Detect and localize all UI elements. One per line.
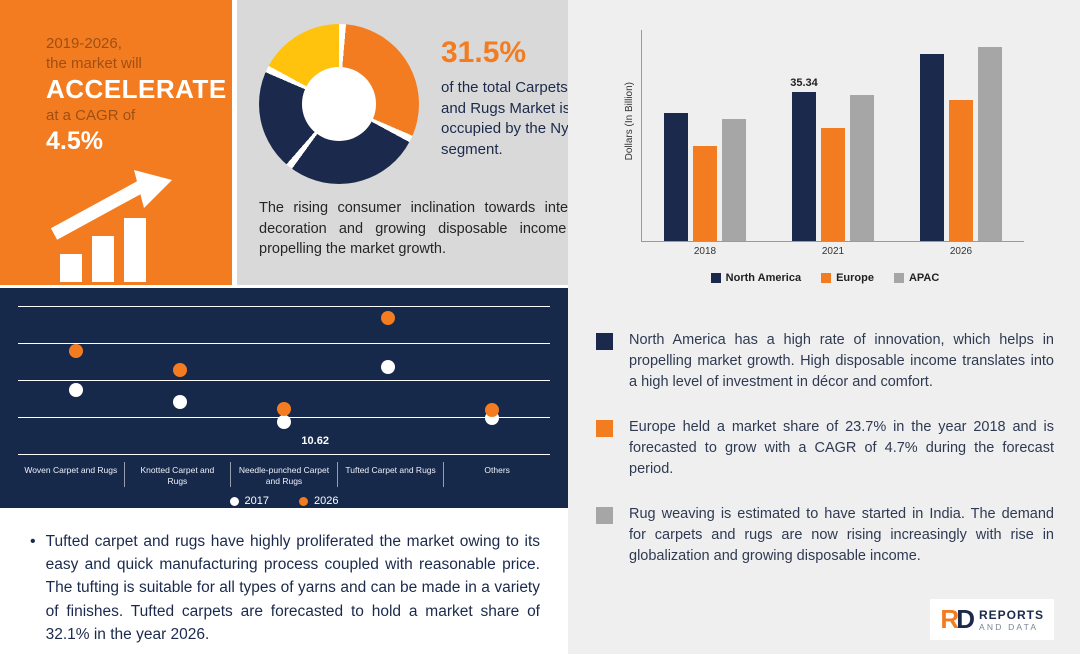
bar-europe-2018: [693, 145, 717, 241]
left-column: 2019-2026, the market will ACCELERATE at…: [0, 0, 611, 654]
insight-apac-text: Rug weaving is estimated to have started…: [629, 506, 1054, 565]
gridline: [18, 380, 550, 381]
cagr-highlight-card: 2019-2026, the market will ACCELERATE at…: [0, 0, 232, 285]
legend-square-icon: [710, 273, 721, 283]
regional-bar-chart: Dollars (In Billion) 2018 35.34 2021 2026: [624, 30, 1054, 257]
bar-plot-area: 2018 35.34 2021 2026: [641, 30, 1024, 257]
dot-plot-category-label: Woven Carpet and Rugs: [24, 465, 118, 475]
bar-group-2021: 35.34 2021: [790, 30, 874, 257]
dot-plot-category-label: Others: [443, 462, 550, 488]
bar-value-label: 35.34: [790, 76, 818, 89]
nylon-share-card: 31.5% of the total Carpets and Rugs Mark…: [237, 0, 611, 285]
tufted-insight-text: Tufted carpet and rugs have highly proli…: [45, 532, 540, 643]
rd-logo-mark: RD: [940, 604, 975, 634]
donut-hole: [302, 67, 376, 141]
bar-chart-legend: North America Europe APAC: [596, 272, 1054, 284]
donut-row: 31.5% of the total Carpets and Rugs Mark…: [259, 18, 589, 184]
bar-north-america-2026: [920, 53, 944, 241]
dot-2017-2: [277, 415, 291, 430]
dot-plot-category-label: Needle-punched Carpet and Rugs: [230, 462, 337, 488]
dot-plot-area: 10.62: [18, 306, 550, 455]
insight-europe-text: Europe held a market share of 23.7% in t…: [629, 419, 1054, 478]
bar-apac-2018: [722, 119, 746, 241]
nylon-share-donut-chart: [259, 24, 419, 184]
dot-2026-3: [381, 311, 395, 326]
top-row: 2019-2026, the market will ACCELERATE at…: [0, 0, 611, 285]
nylon-share-caption: of the total Carpets and Rugs Market is …: [441, 79, 589, 159]
growth-arrow-bars-icon: [46, 170, 206, 287]
gridline: [18, 306, 550, 307]
orange-square-icon: [596, 420, 613, 438]
bar-legend-item-europe: Europe: [821, 272, 874, 284]
dot-legend-item-2017: 2017: [229, 495, 269, 507]
gridline: [18, 454, 550, 455]
right-column: Dollars (In Billion) 2018 35.34 2021 2026 N…: [568, 0, 1080, 654]
dot-2026-2: [277, 402, 291, 417]
nylon-stat-block: 31.5% of the total Carpets and Rugs Mark…: [441, 18, 589, 161]
dot-plot-legend: 2017 2026: [0, 495, 568, 507]
logo-text-and-data: AND DATA: [978, 621, 1039, 632]
logo-text-reports: REPORTS: [978, 607, 1044, 622]
cagr-intro-line1: 2019-2026,: [46, 35, 122, 52]
bar-x-axis-label: 2018: [693, 246, 717, 257]
nylon-share-value: 31.5%: [441, 36, 527, 69]
bar-north-america-2021: 35.34: [790, 77, 818, 241]
dot-2017-0: [69, 382, 83, 397]
dot-2026-0: [69, 343, 83, 358]
bar-europe-2021: [821, 128, 845, 241]
dot-plot-category-axis: Woven Carpet and Rugs Knotted Carpet and …: [18, 462, 550, 488]
accelerate-headline: ACCELERATE: [46, 74, 227, 104]
bar-europe-2026: [949, 99, 973, 241]
cagr-intro-line2: the market will: [46, 54, 142, 72]
bar-group-2026: 2026: [920, 30, 1002, 257]
bullet-marker: •: [30, 532, 36, 550]
legend-square-icon: [893, 273, 904, 283]
dot-2026-4: [485, 402, 499, 417]
insight-north-america-text: North America has a high rate of innovat…: [629, 332, 1054, 391]
logo-row: RD REPORTS AND DATA: [596, 599, 1054, 640]
dot-plot-value-label: 10.62: [301, 434, 329, 447]
bar-chart-y-axis-label: Dollars (In Billion): [624, 81, 635, 161]
cagr-rate-value: 4.5%: [46, 127, 103, 155]
bar-apac-2021: [850, 95, 874, 241]
bar-legend-item-apac: APAC: [893, 272, 939, 284]
tufted-insight-block: • Tufted carpet and rugs have highly pro…: [0, 508, 568, 654]
regional-insights-list: North America has a high rate of innovat…: [596, 306, 1054, 567]
bar-x-axis-label: 2021: [821, 246, 845, 257]
bar-group-2018: 2018: [664, 30, 746, 257]
dot-2017-3: [381, 359, 395, 374]
logo-text: REPORTS AND DATA: [979, 608, 1044, 632]
bar-legend-item-north-america: North America: [710, 272, 801, 284]
navy-square-icon: [596, 333, 613, 350]
gridline: [18, 343, 550, 344]
cagr-sub-line: at a CAGR of: [46, 106, 136, 124]
dot-plot-category-label: Tufted Carpet and Rugs: [336, 462, 444, 488]
dot-legend-item-2026: 2026: [299, 495, 338, 507]
insight-north-america: North America has a high rate of innovat…: [596, 330, 1054, 393]
bar-x-axis-label: 2026: [949, 246, 973, 257]
insight-apac: Rug weaving is estimated to have started…: [596, 504, 1054, 567]
legend-dot-icon: [229, 496, 239, 506]
legend-square-icon: [821, 273, 832, 283]
dot-plot-category-label: Knotted Carpet and Rugs: [123, 462, 231, 488]
bar-north-america-2018: [664, 112, 688, 241]
dot-2026-1: [173, 363, 187, 378]
insight-europe: Europe held a market share of 23.7% in t…: [596, 417, 1054, 480]
dot-2017-1: [173, 395, 187, 410]
legend-dot-icon: [299, 496, 308, 506]
market-growth-note: The rising consumer inclination towards …: [259, 200, 589, 258]
gray-square-icon: [596, 507, 613, 525]
bar-apac-2026: [978, 46, 1002, 241]
reports-and-data-logo[interactable]: RD REPORTS AND DATA: [930, 599, 1054, 640]
segment-dot-plot-panel: 10.62 Woven Carpet and Rugs Knotted Carpe…: [0, 288, 568, 508]
